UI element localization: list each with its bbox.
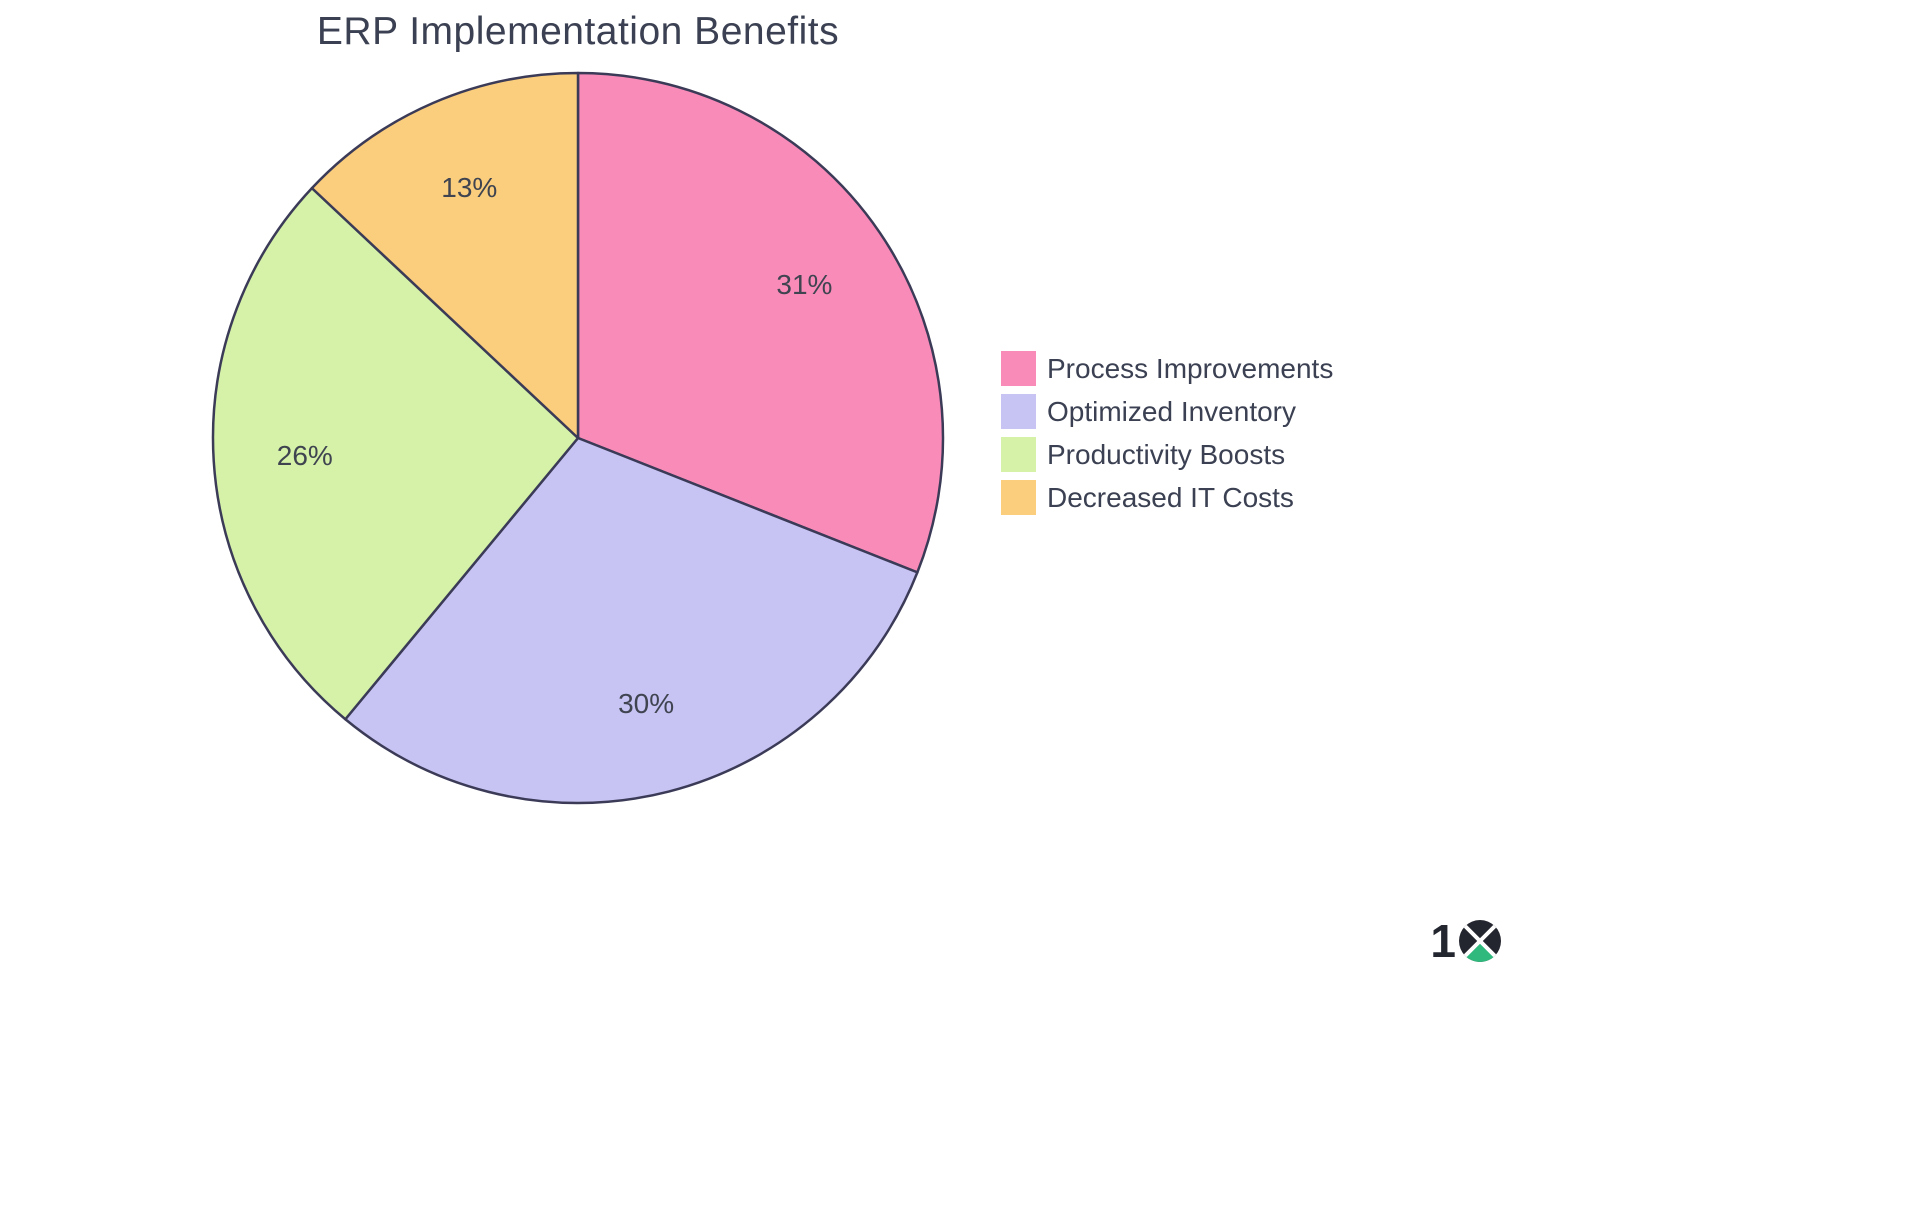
pie-slice-process-improvements — [576, 71, 945, 574]
legend-item: Decreased IT Costs — [1001, 480, 1333, 515]
circle-x-logo-icon — [1459, 920, 1501, 962]
legend-swatch-optimized-inventory — [1001, 394, 1036, 429]
legend-swatch-productivity-boosts — [1001, 437, 1036, 472]
legend-item: Process Improvements — [1001, 351, 1333, 386]
legend-label: Process Improvements — [1047, 352, 1334, 384]
pie-slice-value-label: 13% — [441, 172, 497, 203]
pie-slice-value-label: 26% — [277, 440, 333, 471]
legend-label: Optimized Inventory — [1047, 395, 1296, 427]
legend-swatch-decreased-it-costs — [1001, 480, 1036, 515]
legend-label: Productivity Boosts — [1047, 438, 1286, 470]
legend-swatch-process-improvements — [1001, 351, 1036, 386]
legend-item: Productivity Boosts — [1001, 437, 1333, 472]
chart-title: ERP Implementation Benefits — [316, 10, 840, 53]
legend: Process Improvements Optimized Inventory… — [1001, 351, 1333, 515]
pie-slice-value-label: 30% — [618, 688, 674, 719]
watermark-text: 1 — [1430, 915, 1456, 967]
pie-slice-decreased-it-costs — [310, 71, 580, 440]
legend-label: Decreased IT Costs — [1047, 481, 1294, 513]
pie-slice-optimized-inventory — [344, 436, 919, 805]
pie-slice-value-label: 31% — [776, 269, 832, 300]
legend-item: Optimized Inventory — [1001, 394, 1333, 429]
watermark-logo: 1 — [1430, 915, 1502, 967]
pie-slice-productivity-boosts — [211, 186, 580, 721]
